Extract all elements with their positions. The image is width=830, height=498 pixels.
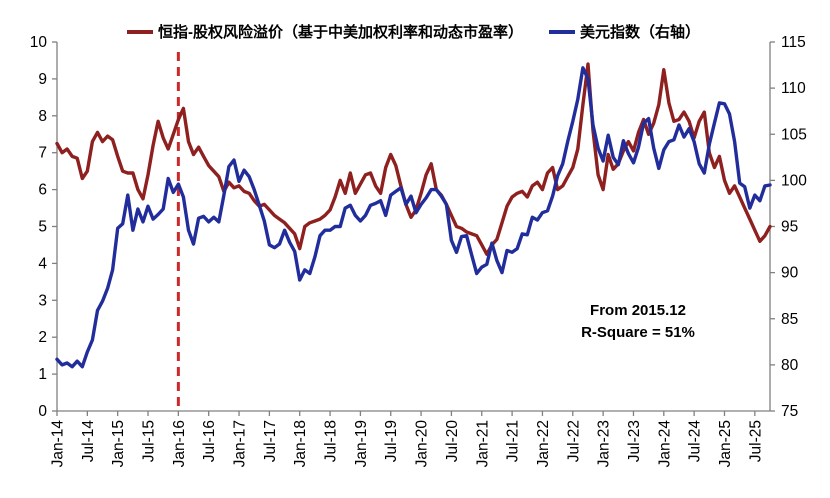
x-axis-tick-label: Jul-14 [80, 420, 97, 463]
x-axis-tick-label: Jul-20 [444, 420, 461, 463]
left-axis-tick-label: 10 [30, 34, 48, 51]
x-axis-tick-label: Jul-15 [141, 420, 158, 462]
left-axis-tick-label: 8 [38, 108, 47, 125]
x-axis-tick-label: Jul-17 [262, 420, 279, 462]
x-axis-tick-label: Jul-23 [626, 420, 643, 462]
x-axis-tick-label: Jul-25 [747, 420, 764, 462]
left-axis-tick-label: 0 [38, 403, 47, 420]
left-axis-tick-label: 4 [38, 255, 47, 272]
annotation-line-2: R-Square = 51% [581, 324, 695, 341]
right-axis-tick-label: 110 [781, 80, 806, 97]
x-axis-tick-label: Jul-22 [565, 420, 582, 462]
x-axis-tick-label: Jul-21 [505, 420, 522, 462]
right-axis-tick-label: 115 [781, 34, 806, 51]
left-axis-tick-label: 1 [38, 366, 47, 383]
chart-legend: 恒指-股权风险溢价（基于中美加权利率和动态市盈率） 美元指数（右轴） [57, 21, 770, 42]
right-axis-tick-label: 90 [781, 265, 799, 282]
right-axis-tick-label: 75 [781, 403, 798, 420]
right-axis-tick-label: 85 [781, 311, 798, 328]
x-axis-tick-label: Jan-19 [353, 420, 370, 467]
right-axis-tick-label: 105 [781, 126, 807, 143]
right-axis-tick-label: 100 [781, 172, 807, 189]
x-axis-tick-label: Jul-19 [383, 420, 400, 462]
x-axis-tick-label: Jul-18 [323, 420, 340, 462]
x-axis-tick-label: Jan-17 [232, 420, 249, 467]
x-axis-tick-label: Jan-14 [50, 420, 67, 468]
x-axis-tick-label: Jan-25 [717, 420, 734, 467]
legend-item-erp: 恒指-股权风险溢价（基于中美加权利率和动态市盈率） [126, 21, 523, 42]
dxy-series-line [55, 66, 772, 369]
x-axis-tick-label: Jul-16 [201, 420, 218, 462]
r-square-annotation: From 2015.12 R-Square = 51% [543, 300, 733, 344]
left-axis-tick-label: 9 [38, 71, 47, 88]
dxy-line-marker-icon [548, 29, 575, 34]
left-axis-tick-label: 6 [38, 182, 47, 199]
x-axis-tick-label: Jul-24 [687, 420, 704, 463]
legend-item-dxy: 美元指数（右轴） [548, 21, 700, 42]
left-axis-tick-label: 5 [38, 219, 47, 236]
legend-label-erp: 恒指-股权风险溢价（基于中美加权利率和动态市盈率） [157, 24, 523, 41]
right-axis-tick-label: 95 [781, 219, 798, 236]
x-axis-tick-label: Jan-16 [171, 420, 188, 467]
x-axis-tick-label: Jan-20 [414, 420, 431, 468]
x-axis-tick-label: Jan-24 [656, 420, 673, 468]
x-axis-tick-label: Jan-23 [596, 420, 613, 467]
x-axis-tick-label: Jan-22 [535, 420, 552, 467]
x-axis-tick-label: Jan-21 [474, 420, 491, 467]
left-axis-tick-label: 7 [38, 145, 47, 162]
erp-line-marker-icon [126, 29, 153, 34]
left-axis-tick-label: 2 [38, 329, 47, 346]
x-axis-tick-label: Jan-18 [292, 420, 309, 467]
left-axis-tick-label: 3 [38, 292, 47, 309]
right-axis-tick-label: 80 [781, 357, 799, 374]
annotation-line-1: From 2015.12 [590, 302, 686, 319]
x-axis-tick-label: Jan-15 [110, 420, 127, 467]
legend-label-dxy: 美元指数（右轴） [579, 24, 700, 41]
